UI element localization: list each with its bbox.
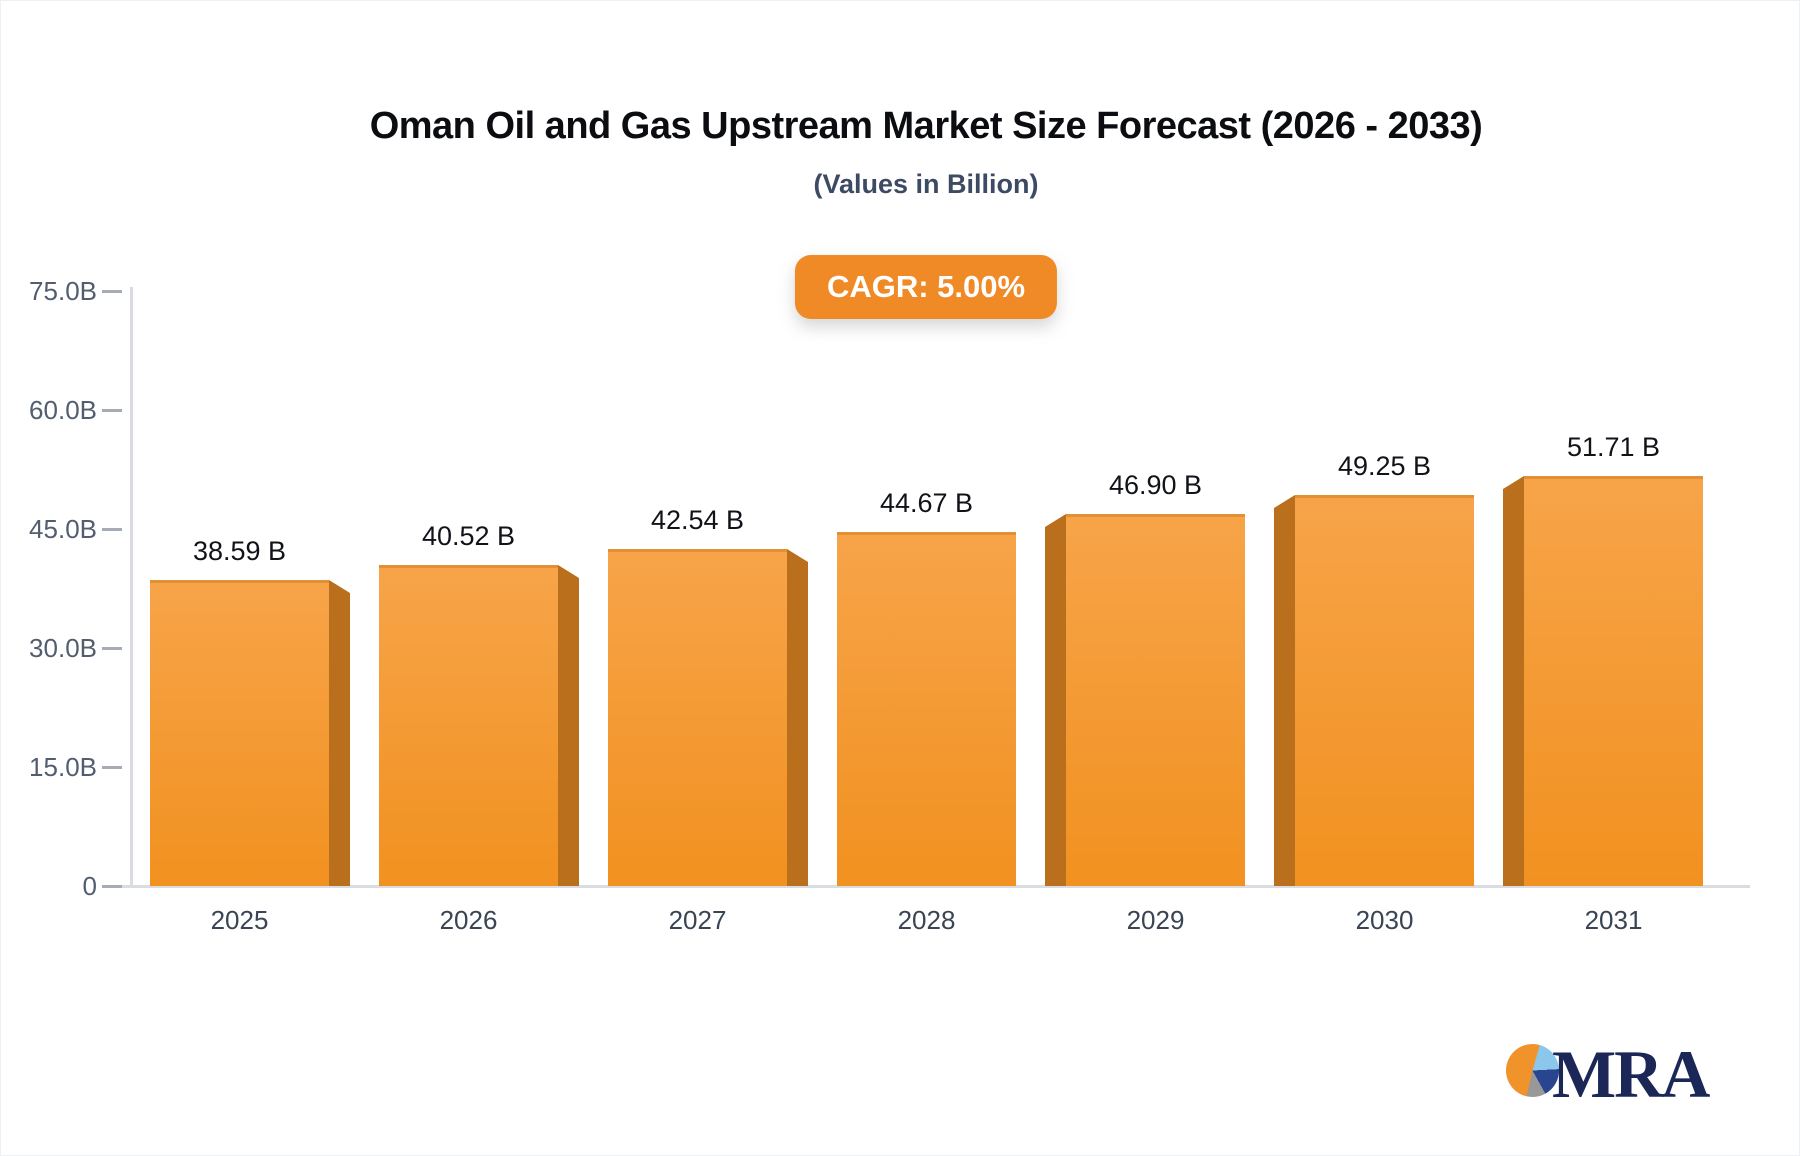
mra-logo-pie-icon [1506, 1044, 1559, 1097]
bar-2030 [1295, 495, 1474, 886]
x-axis-label-2030: 2030 [1355, 905, 1414, 935]
y-axis-tick-label: 15.0B [29, 752, 97, 782]
bar-value-label-2025: 38.59 B [192, 536, 287, 566]
bar-value-label-2027: 42.54 B [650, 505, 745, 535]
y-axis-tick-label: 45.0B [29, 514, 97, 544]
y-axis-tick-label: 0 [82, 871, 97, 901]
bar-value-label-2029: 46.90 B [1108, 470, 1203, 500]
chart-subtitle: (Values in Billion) [813, 169, 1039, 199]
x-axis-line [116, 885, 1750, 888]
bar-2026 [379, 565, 558, 886]
bar-2028 [837, 532, 1016, 886]
mra-logo-text: MRA [1552, 1036, 1710, 1112]
x-axis-label-2031: 2031 [1584, 905, 1643, 935]
bar-value-label-2028: 44.67 B [879, 488, 974, 518]
x-axis-label-2029: 2029 [1126, 905, 1185, 935]
y-axis-tick-mark [102, 766, 122, 769]
bar-value-label-2026: 40.52 B [421, 521, 516, 551]
bar-side-face-2027 [787, 549, 808, 886]
y-axis-line [130, 287, 133, 887]
chart-title: Oman Oil and Gas Upstream Market Size Fo… [369, 105, 1483, 147]
y-axis-tick-label: 75.0B [29, 276, 97, 306]
bar-side-face-2031 [1503, 476, 1524, 886]
y-axis-tick-mark [102, 528, 122, 531]
x-axis-label-2026: 2026 [439, 905, 498, 935]
x-axis-label-2027: 2027 [668, 905, 727, 935]
bar-2025 [150, 580, 329, 886]
bar-side-face-2029 [1045, 514, 1066, 886]
bar-2031 [1524, 476, 1703, 886]
y-axis-tick-mark [102, 647, 122, 650]
bar-2029 [1066, 514, 1245, 886]
y-axis-tick-mark [102, 290, 122, 293]
bar-value-label-2030: 49.25 B [1337, 451, 1432, 481]
bar-side-face-2025 [329, 580, 350, 886]
y-axis-tick-label: 30.0B [29, 633, 97, 663]
bar-2027 [608, 549, 787, 886]
x-axis-label-2028: 2028 [897, 905, 956, 935]
y-axis-tick-label: 60.0B [29, 395, 97, 425]
cagr-badge: CAGR: 5.00% [794, 255, 1058, 319]
x-axis-label-2025: 2025 [210, 905, 269, 935]
y-axis-tick-mark [102, 409, 122, 412]
bar-side-face-2026 [558, 565, 579, 886]
y-axis-tick-mark [102, 885, 122, 888]
bar-side-face-2030 [1274, 495, 1295, 886]
bar-value-label-2031: 51.71 B [1566, 432, 1661, 462]
